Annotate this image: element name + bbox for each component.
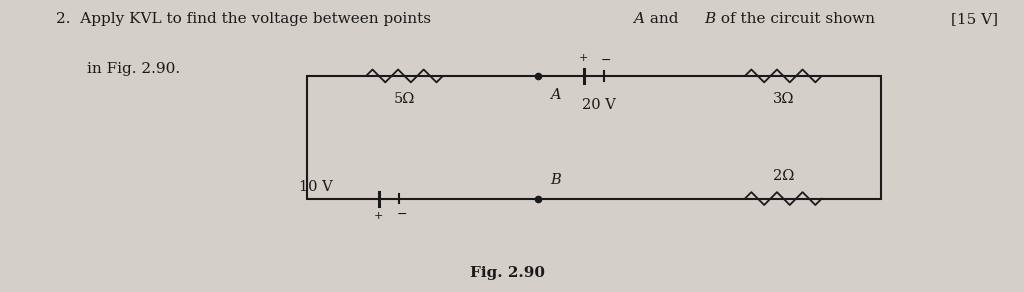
Text: [15 V]: [15 V]: [951, 12, 998, 26]
Text: 2.  Apply KVL to find the voltage between points: 2. Apply KVL to find the voltage between…: [56, 12, 436, 26]
Text: −: −: [397, 208, 408, 221]
Text: +: +: [374, 211, 384, 221]
Text: Fig. 2.90: Fig. 2.90: [470, 266, 546, 280]
Text: and: and: [645, 12, 683, 26]
Text: +: +: [579, 53, 589, 63]
Text: A: A: [550, 88, 560, 102]
Text: 3Ω: 3Ω: [773, 92, 794, 106]
Text: B: B: [705, 12, 715, 26]
Text: 2Ω: 2Ω: [773, 168, 794, 182]
Text: 20 V: 20 V: [582, 98, 616, 112]
Text: −: −: [601, 54, 611, 67]
Text: A: A: [633, 12, 644, 26]
Bar: [307, 76, 881, 199]
Text: 10 V: 10 V: [299, 180, 333, 194]
Text: B: B: [550, 173, 560, 187]
Text: in Fig. 2.90.: in Fig. 2.90.: [87, 62, 180, 76]
Text: 5Ω: 5Ω: [394, 92, 415, 106]
Text: of the circuit shown: of the circuit shown: [716, 12, 874, 26]
